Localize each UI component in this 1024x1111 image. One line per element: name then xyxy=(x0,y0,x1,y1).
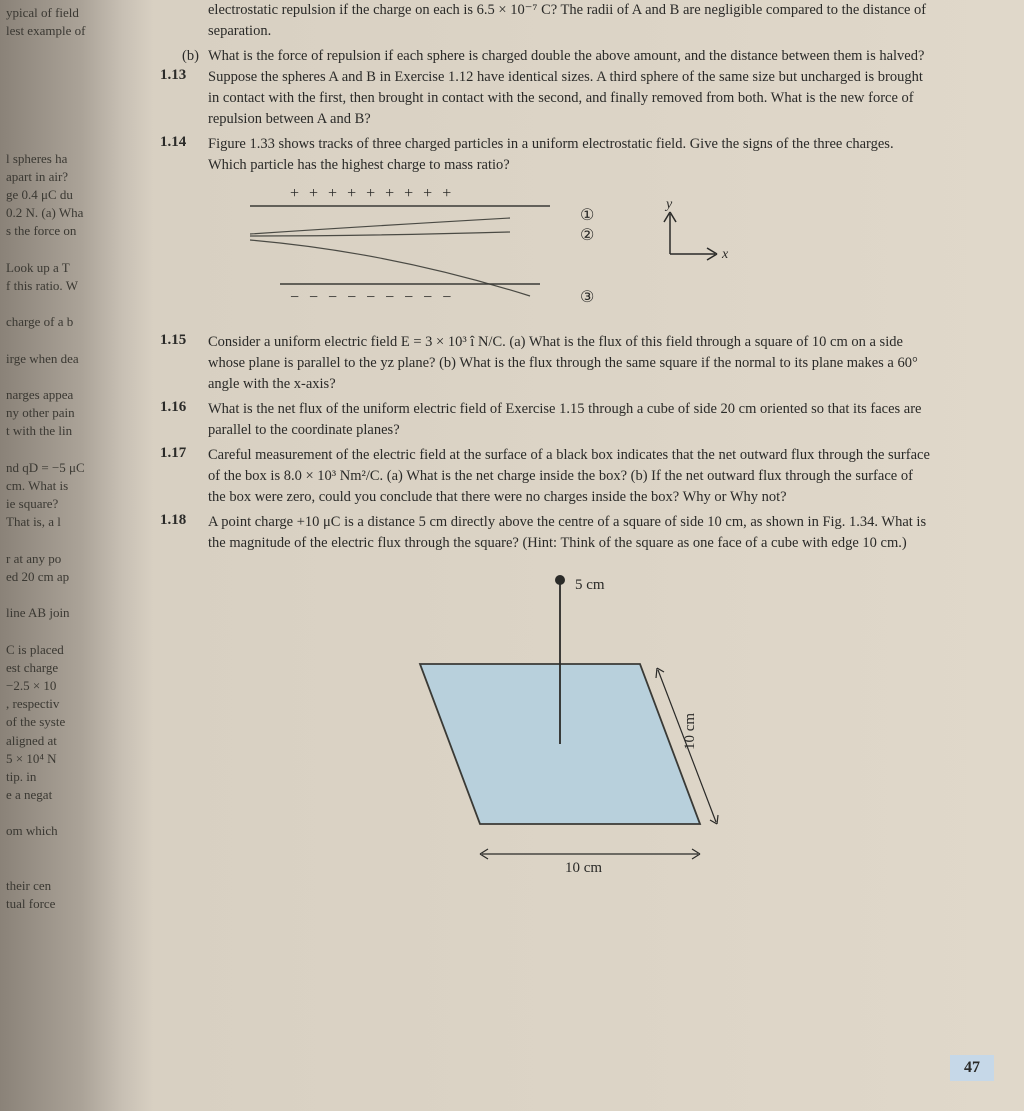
track-3 xyxy=(250,240,530,296)
margin-line: line AB join xyxy=(0,604,150,622)
problem-text-117: Careful measurement of the electric fiel… xyxy=(208,445,930,508)
margin-line: ge 0.4 μC du xyxy=(0,186,150,204)
problem-number-117: 1.17 xyxy=(160,445,208,508)
margin-line xyxy=(0,59,150,77)
margin-line: Look up a T xyxy=(0,259,150,277)
margin-line: cm. What is xyxy=(0,477,150,495)
intro-b-text: What is the force of repulsion if each s… xyxy=(208,48,924,64)
margin-line: om which xyxy=(0,822,150,840)
label-10cm-bottom: 10 cm xyxy=(565,860,602,876)
bottom-arrow-l1 xyxy=(480,849,488,854)
intro-sub-b: (b)What is the force of repulsion if eac… xyxy=(208,46,930,67)
label-1: ① xyxy=(580,207,594,224)
minus-row: − − − − − − − − − xyxy=(290,289,454,306)
margin-line: nd qD = −5 μC xyxy=(0,459,150,477)
margin-line xyxy=(0,295,150,313)
margin-line: irge when dea xyxy=(0,350,150,368)
margin-line: , respectiv xyxy=(0,695,150,713)
label-3: ③ xyxy=(580,289,594,306)
margin-line: tip. in xyxy=(0,768,150,786)
margin-line xyxy=(0,804,150,822)
page-number: 47 xyxy=(950,1055,994,1081)
margin-line: f this ratio. W xyxy=(0,277,150,295)
track-2 xyxy=(250,232,510,236)
problem-number-113: 1.13 xyxy=(160,67,208,130)
margin-line: narges appea xyxy=(0,386,150,404)
problem-number-115: 1.15 xyxy=(160,332,208,395)
margin-line: C is placed xyxy=(0,641,150,659)
margin-line xyxy=(0,622,150,640)
margin-line: 0.2 N. (a) Wha xyxy=(0,204,150,222)
margin-line: l spheres ha xyxy=(0,150,150,168)
problem-number-116: 1.16 xyxy=(160,399,208,441)
side-arrow-t1 xyxy=(656,668,657,678)
margin-line: est charge xyxy=(0,659,150,677)
margin-line: tual force xyxy=(0,895,150,913)
margin-line xyxy=(0,859,150,877)
margin-line xyxy=(0,113,150,131)
margin-line xyxy=(0,531,150,549)
x-label: x xyxy=(721,247,729,262)
problem-number-114: 1.14 xyxy=(160,134,208,176)
margin-line: −2.5 × 10 xyxy=(0,677,150,695)
margin-line: of the syste xyxy=(0,713,150,731)
main-content: electrostatic repulsion if the charge on… xyxy=(160,0,970,884)
sub-label-b: (b) xyxy=(182,46,208,67)
margin-line xyxy=(0,441,150,459)
margin-line: charge of a b xyxy=(0,313,150,331)
problem-text-114: Figure 1.33 shows tracks of three charge… xyxy=(208,134,930,176)
margin-line: That is, a l xyxy=(0,513,150,531)
margin-line: ed 20 cm ap xyxy=(0,568,150,586)
margin-line: aligned at xyxy=(0,732,150,750)
figure-1-33: + + + + + + + + + − − − − − − − − − ① ② … xyxy=(250,184,770,314)
problem-number-118: 1.18 xyxy=(160,512,208,554)
margin-line xyxy=(0,77,150,95)
side-arrow-b2 xyxy=(717,815,718,824)
margin-line: apart in air? xyxy=(0,168,150,186)
margin-line: e a negat xyxy=(0,786,150,804)
margin-line xyxy=(0,131,150,149)
intro-text: electrostatic repulsion if the charge on… xyxy=(208,0,930,42)
bottom-arrow-r2 xyxy=(692,854,700,859)
margin-line xyxy=(0,841,150,859)
margin-line: 5 × 10⁴ N xyxy=(0,750,150,768)
point-charge xyxy=(555,575,565,585)
label-5cm: 5 cm xyxy=(575,577,605,593)
margin-line: ny other pain xyxy=(0,404,150,422)
margin-line: ie square? xyxy=(0,495,150,513)
problem-spacer xyxy=(160,0,208,42)
plus-row: + + + + + + + + + xyxy=(290,185,454,202)
margin-line xyxy=(0,586,150,604)
track-1 xyxy=(250,218,510,234)
label-2: ② xyxy=(580,227,594,244)
margin-line xyxy=(0,368,150,386)
margin-line: t with the lin xyxy=(0,422,150,440)
y-arrow-l xyxy=(664,212,670,222)
problem-text-116: What is the net flux of the uniform elec… xyxy=(208,399,930,441)
x-arrow-b xyxy=(707,254,717,260)
margin-line: their cen xyxy=(0,877,150,895)
problem-text-115: Consider a uniform electric field E = 3 … xyxy=(208,332,930,395)
margin-line: ypical of field xyxy=(0,4,150,22)
margin-line xyxy=(0,331,150,349)
margin-line: s the force on xyxy=(0,222,150,240)
y-label: y xyxy=(664,197,673,212)
left-margin-text: ypical of fieldlest example of l spheres… xyxy=(0,0,150,1111)
bottom-arrow-r1 xyxy=(692,849,700,854)
margin-line xyxy=(0,95,150,113)
margin-line: lest example of xyxy=(0,22,150,40)
problem-text-118: A point charge +10 μC is a distance 5 cm… xyxy=(208,512,930,554)
y-arrow-r xyxy=(670,212,676,222)
label-10cm-side: 10 cm xyxy=(682,713,698,750)
x-arrow-t xyxy=(707,248,717,254)
margin-line xyxy=(0,40,150,58)
margin-line: r at any po xyxy=(0,550,150,568)
bottom-arrow-l2 xyxy=(480,854,488,859)
figure-1-34: 5 cm 10 cm 10 cm xyxy=(360,564,740,884)
margin-line xyxy=(0,240,150,258)
problem-text-113: Suppose the spheres A and B in Exercise … xyxy=(208,67,930,130)
